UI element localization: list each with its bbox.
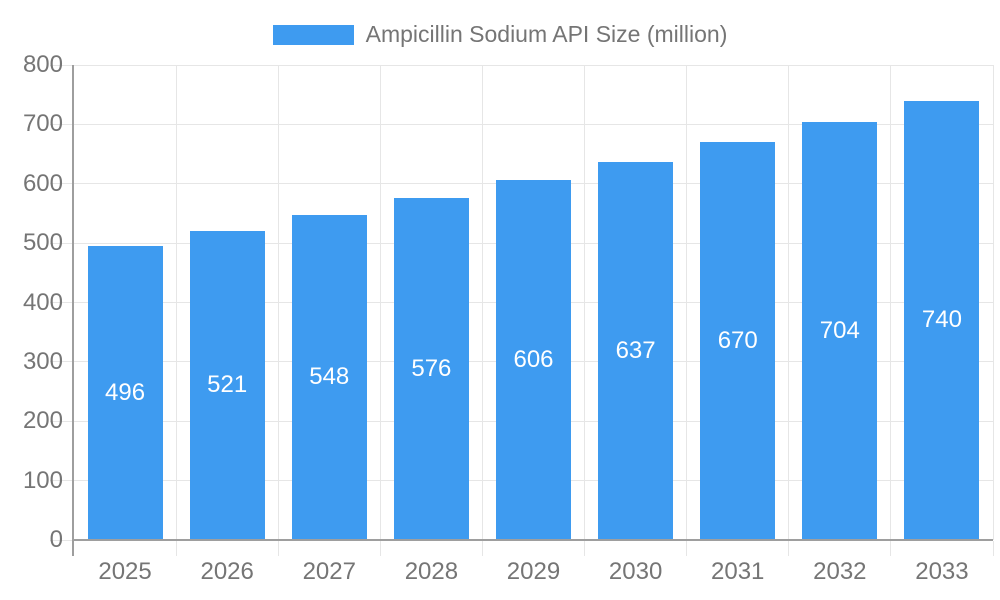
x-axis-tick — [481, 541, 483, 556]
bar-2028[interactable] — [393, 198, 469, 540]
y-axis-line — [72, 65, 74, 556]
x-axis-tick — [992, 541, 994, 556]
gridline-vertical — [584, 65, 586, 540]
bar-value-label: 521 — [207, 371, 248, 399]
gridline-vertical — [992, 65, 994, 540]
y-axis-label: 200 — [22, 407, 63, 435]
gridline-horizontal — [74, 64, 993, 66]
bar-2032[interactable] — [802, 122, 878, 540]
gridline-horizontal — [74, 123, 993, 125]
legend-swatch — [272, 24, 354, 45]
y-axis-label: 800 — [22, 51, 63, 78]
bar-2031[interactable] — [700, 142, 776, 540]
y-axis-tick — [50, 302, 74, 303]
bar-2026[interactable] — [189, 230, 265, 540]
y-axis-label: 0 — [49, 526, 63, 553]
x-axis-tick — [584, 541, 586, 556]
bar-value-label: 740 — [921, 306, 962, 334]
x-axis-label: 2028 — [404, 558, 459, 585]
x-axis-tick — [379, 541, 381, 556]
x-axis-tick — [890, 541, 892, 556]
gridline-vertical — [379, 65, 381, 540]
bar-2030[interactable] — [598, 161, 674, 540]
gridline-vertical — [686, 65, 688, 540]
y-axis-label: 400 — [22, 288, 63, 316]
x-axis-label: 2027 — [302, 558, 356, 585]
x-axis-label: 2026 — [200, 558, 254, 585]
bar-value-label: 606 — [513, 346, 554, 374]
legend[interactable]: Ampicillin Sodium API Size (million) — [0, 21, 1000, 48]
bar-value-label: 637 — [615, 336, 656, 364]
bar-value-label: 704 — [819, 317, 860, 344]
y-axis-tick — [50, 64, 74, 66]
bar-2029[interactable] — [496, 180, 571, 540]
bar-value-label: 576 — [411, 355, 452, 382]
y-axis-tick — [50, 420, 74, 422]
y-axis-tick — [50, 361, 74, 363]
gridline-vertical — [788, 65, 790, 540]
x-axis-label: 2029 — [506, 558, 561, 585]
y-axis-tick — [50, 123, 74, 125]
y-axis-label: 700 — [22, 110, 63, 138]
x-axis-label: 2031 — [711, 558, 765, 585]
y-axis-tick — [50, 183, 74, 185]
y-axis-tick — [50, 242, 74, 244]
x-axis-tick — [788, 541, 790, 556]
y-axis-tick — [50, 480, 74, 482]
x-axis-label: 2032 — [813, 558, 867, 585]
bar-value-label: 496 — [105, 378, 146, 406]
bar-2027[interactable] — [291, 214, 367, 540]
x-axis-tick — [175, 541, 177, 556]
y-axis-tick — [50, 539, 74, 541]
gridline-vertical — [277, 65, 279, 540]
x-axis-label: 2030 — [608, 558, 663, 585]
bar-2033[interactable] — [904, 100, 980, 540]
bar-value-label: 548 — [309, 363, 350, 391]
bar-value-label: 670 — [717, 327, 758, 355]
y-axis-label: 100 — [22, 466, 63, 494]
bar-2025[interactable] — [87, 245, 163, 540]
legend-label: Ampicillin Sodium API Size (million) — [365, 21, 728, 47]
y-axis-label: 300 — [22, 347, 63, 375]
y-axis-label: 500 — [22, 229, 63, 257]
x-axis-label: 2033 — [915, 558, 969, 585]
x-axis-tick — [686, 541, 688, 556]
gridline-vertical — [481, 65, 483, 540]
x-axis-line — [72, 539, 993, 541]
y-axis-label: 600 — [22, 169, 63, 197]
x-axis-tick — [277, 541, 279, 556]
x-axis-label: 2025 — [98, 558, 152, 585]
gridline-vertical — [175, 65, 177, 540]
gridline-vertical — [890, 65, 892, 540]
